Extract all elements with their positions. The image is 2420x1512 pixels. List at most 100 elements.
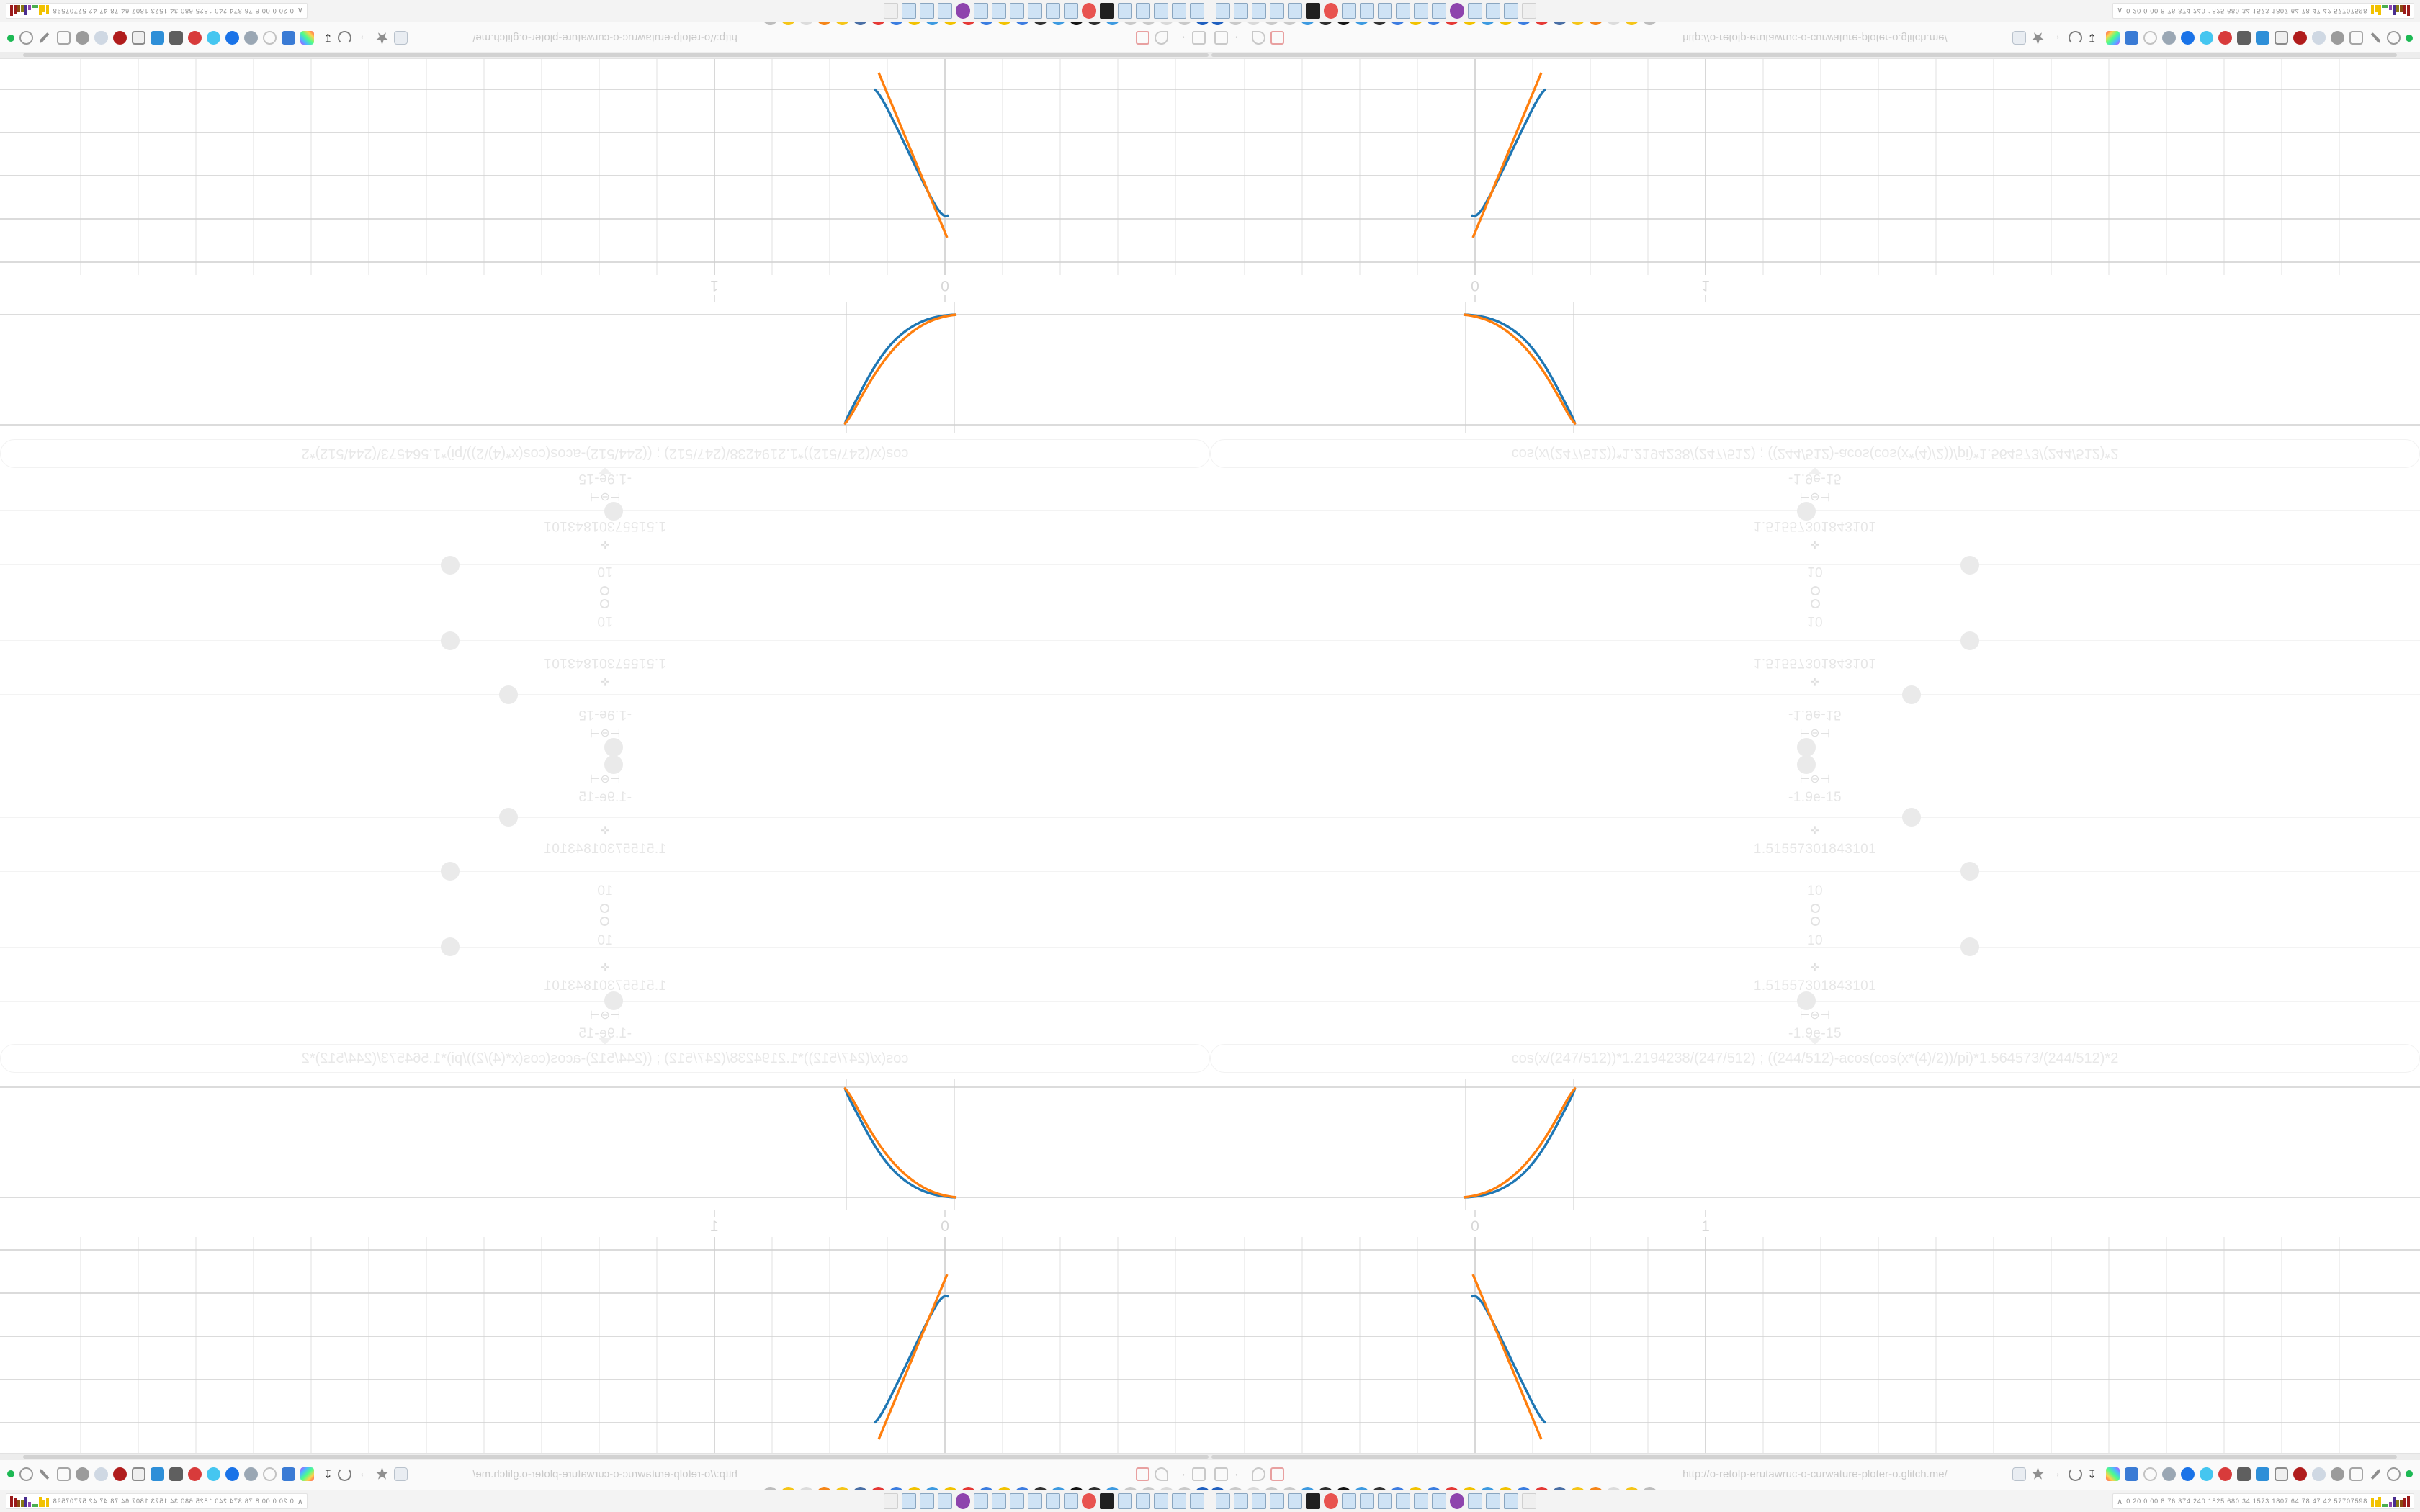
slider-knob-4[interactable] <box>441 937 460 956</box>
taskbar-app-13[interactable] <box>974 1493 988 1509</box>
taskbar-app-13[interactable] <box>974 3 988 19</box>
download-icon[interactable]: ↧ <box>2087 1468 2097 1481</box>
taskbar-app-17[interactable] <box>902 3 916 19</box>
slider-track-2[interactable] <box>0 685 1210 704</box>
page-scrollbar[interactable] <box>1210 52 2420 58</box>
slider-knob-5[interactable] <box>604 991 624 1010</box>
ublock-icon[interactable] <box>2293 1467 2307 1481</box>
taskbar-app-16[interactable] <box>1486 3 1500 19</box>
taskbar-app-2[interactable] <box>1234 3 1248 19</box>
taskbar-app-6[interactable] <box>1306 1493 1320 1509</box>
taskbar-app-16[interactable] <box>920 3 934 19</box>
translate-icon[interactable] <box>2012 1467 2026 1481</box>
taskbar-app-12[interactable] <box>992 1493 1006 1509</box>
taskbar-app-17[interactable] <box>1504 1493 1518 1509</box>
slider-knob-1[interactable] <box>1796 738 1816 756</box>
system-monitor[interactable]: ∧ 0.20 0.00 8.76 374 240 1825 680 34 157… <box>2112 1493 2414 1509</box>
slider-track-4[interactable] <box>1210 937 2420 956</box>
taskbar-app-11[interactable] <box>1396 3 1410 19</box>
taskbar-app-11[interactable] <box>1010 3 1024 19</box>
taskbar-app-5[interactable] <box>1288 3 1302 19</box>
derivative-plot[interactable]: -7-6 -5-4 -3-2 -10 12 34 56 78 9 <box>0 30 1210 275</box>
taskbar-app-3[interactable] <box>1154 1493 1168 1509</box>
radio-icon-b[interactable] <box>1810 586 1820 596</box>
url-bar[interactable]: ← http://o-retolp-erutawruc-o-curwature-… <box>0 26 1210 50</box>
slider-track-3[interactable] <box>1210 631 2420 650</box>
formula-input[interactable]: cos(x/(247/512))*1.2194238/(247/512) ; (… <box>1210 1038 2420 1073</box>
slider-knob-5[interactable] <box>1796 991 1816 1010</box>
taskbar-app-15[interactable] <box>1468 3 1482 19</box>
url-bar[interactable]: ← http://o-retolp-erutawruc-o-curwature-… <box>1210 26 2420 50</box>
taskbar-app-15[interactable] <box>1468 1493 1482 1509</box>
taskbar-app-10[interactable] <box>1378 1493 1392 1509</box>
taskbar-app-1[interactable] <box>1190 3 1204 19</box>
thumbs-up-icon[interactable] <box>2349 1467 2363 1481</box>
taskbar-app-13[interactable] <box>1432 3 1446 19</box>
taskbar-app-16[interactable] <box>920 1493 934 1509</box>
page-scrollbar[interactable] <box>0 1454 1210 1460</box>
radio-icon-b[interactable] <box>600 586 610 596</box>
slider-track-3[interactable] <box>1210 862 2420 881</box>
taskbar-app-7[interactable] <box>1324 3 1338 19</box>
taskbar-app-4[interactable] <box>1270 1493 1284 1509</box>
radio-icon-a[interactable] <box>1810 599 1820 609</box>
slider-knob-3[interactable] <box>441 862 460 881</box>
formula-input[interactable]: cos(x/(247/512))*1.2194238/(247/512) ; (… <box>0 1038 1210 1073</box>
taskbar-app-4[interactable] <box>1136 3 1150 19</box>
slider-knob-3[interactable] <box>441 631 460 650</box>
slider-track-3[interactable] <box>0 862 1210 881</box>
radio-icon-b[interactable] <box>600 916 610 926</box>
taskbar-app-7[interactable] <box>1082 1493 1096 1509</box>
sync-icon[interactable] <box>2200 1467 2213 1481</box>
slider-track-5[interactable] <box>0 991 1210 1010</box>
taskbar-app-2[interactable] <box>1172 3 1186 19</box>
taskbar-app-2[interactable] <box>1234 1493 1248 1509</box>
taskbar-app-10[interactable] <box>1378 3 1392 19</box>
plus-circle-icon[interactable] <box>2181 1467 2195 1481</box>
taskbar-app-10[interactable] <box>1028 1493 1042 1509</box>
taskbar-app-1[interactable] <box>1216 1493 1230 1509</box>
taskbar-app-8[interactable] <box>1342 1493 1356 1509</box>
taskbar-app-3[interactable] <box>1252 3 1266 19</box>
function-plot[interactable] <box>0 1079 1210 1215</box>
taskbar-app-15[interactable] <box>938 3 952 19</box>
reload-icon[interactable] <box>2069 1467 2082 1481</box>
slider-track-4[interactable] <box>0 556 1210 575</box>
slider-knob-4[interactable] <box>1960 556 1979 575</box>
taskbar-app-12[interactable] <box>992 3 1006 19</box>
page-scrollbar[interactable] <box>0 52 1210 58</box>
taskbar-app-1[interactable] <box>1216 3 1230 19</box>
taskbar-app-9[interactable] <box>1360 1493 1374 1509</box>
no-script-icon[interactable] <box>1270 1467 1284 1481</box>
slider-knob-1[interactable] <box>1796 756 1816 774</box>
share-icon[interactable] <box>2256 1467 2269 1481</box>
globe-icon[interactable] <box>2331 1467 2344 1481</box>
settings-icon[interactable] <box>2387 1467 2401 1481</box>
taskbar-app-9[interactable] <box>1046 1493 1060 1509</box>
taskbar-app-14[interactable] <box>956 1493 970 1509</box>
shield-icon[interactable] <box>2312 1467 2326 1481</box>
taskbar-app-8[interactable] <box>1064 1493 1078 1509</box>
system-monitor[interactable]: ∧ 0.20 0.00 8.76 374 240 1825 680 34 157… <box>2112 3 2414 19</box>
taskbar-app-14[interactable] <box>1450 1493 1464 1509</box>
radio-icon-a[interactable] <box>1810 903 1820 913</box>
function-plot[interactable] <box>0 297 1210 433</box>
slider-knob-4[interactable] <box>1960 937 1979 956</box>
new-tab-icon[interactable] <box>1214 1467 1228 1481</box>
slider-track-4[interactable] <box>1210 556 2420 575</box>
taskbar-app-11[interactable] <box>1396 1493 1410 1509</box>
taskbar-app-17[interactable] <box>902 1493 916 1509</box>
taskbar-app-3[interactable] <box>1252 1493 1266 1509</box>
radio-icon-b[interactable] <box>1810 916 1820 926</box>
slider-track-5[interactable] <box>0 502 1210 521</box>
taskbar-app-12[interactable] <box>1414 1493 1428 1509</box>
taskbar-app-6[interactable] <box>1100 3 1114 19</box>
taskbar-app-6[interactable] <box>1306 3 1320 19</box>
taskbar-app-9[interactable] <box>1360 3 1374 19</box>
taskbar-app-18[interactable] <box>884 1493 898 1509</box>
slider-knob-2[interactable] <box>499 685 519 704</box>
formula-input[interactable]: cos(x/(247/512))*1.2194238/(247/512) ; (… <box>0 439 1210 474</box>
back-arrow-icon[interactable]: ← <box>1233 1467 1245 1480</box>
slider-knob-1[interactable] <box>604 738 624 756</box>
taskbar-app-5[interactable] <box>1118 1493 1132 1509</box>
